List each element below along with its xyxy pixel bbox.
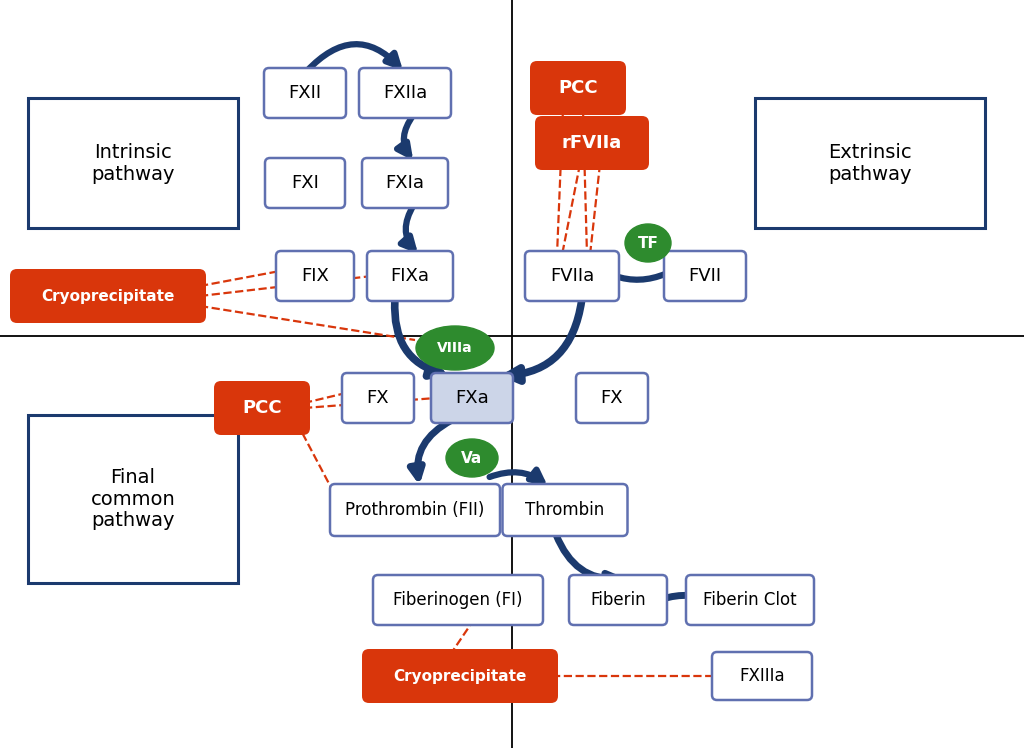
- FancyBboxPatch shape: [503, 484, 628, 536]
- Text: FX: FX: [367, 389, 389, 407]
- Text: Final
common
pathway: Final common pathway: [91, 468, 175, 530]
- FancyBboxPatch shape: [359, 68, 451, 118]
- Text: FX: FX: [601, 389, 624, 407]
- Text: FXII: FXII: [289, 84, 322, 102]
- FancyArrowPatch shape: [394, 301, 441, 376]
- FancyBboxPatch shape: [276, 251, 354, 301]
- FancyArrowPatch shape: [400, 206, 414, 249]
- FancyArrowPatch shape: [556, 535, 617, 586]
- FancyBboxPatch shape: [664, 251, 746, 301]
- FancyBboxPatch shape: [264, 68, 346, 118]
- FancyArrowPatch shape: [489, 470, 543, 482]
- Text: FXIa: FXIa: [385, 174, 425, 192]
- Text: rFVIIa: rFVIIa: [562, 134, 623, 152]
- FancyBboxPatch shape: [577, 373, 648, 423]
- Text: Extrinsic
pathway: Extrinsic pathway: [828, 143, 911, 183]
- FancyArrowPatch shape: [411, 420, 452, 478]
- Text: Cryoprecipitate: Cryoprecipitate: [393, 669, 526, 684]
- FancyBboxPatch shape: [535, 116, 649, 170]
- Text: PCC: PCC: [243, 399, 282, 417]
- Text: FXIIIa: FXIIIa: [739, 667, 784, 685]
- FancyBboxPatch shape: [367, 251, 453, 301]
- FancyBboxPatch shape: [362, 649, 558, 703]
- Text: Cryoprecipitate: Cryoprecipitate: [41, 289, 175, 304]
- Text: FIXa: FIXa: [390, 267, 429, 285]
- FancyBboxPatch shape: [330, 484, 500, 536]
- FancyArrowPatch shape: [590, 258, 693, 280]
- FancyBboxPatch shape: [525, 251, 618, 301]
- FancyArrowPatch shape: [397, 115, 414, 155]
- FancyArrowPatch shape: [508, 301, 582, 381]
- FancyBboxPatch shape: [569, 575, 667, 625]
- Text: FXI: FXI: [291, 174, 318, 192]
- Text: FIX: FIX: [301, 267, 329, 285]
- Text: Fiberinogen (FI): Fiberinogen (FI): [393, 591, 522, 609]
- FancyBboxPatch shape: [342, 373, 414, 423]
- FancyBboxPatch shape: [10, 269, 206, 323]
- Text: Thrombin: Thrombin: [525, 501, 604, 519]
- Ellipse shape: [416, 326, 494, 370]
- Text: FXa: FXa: [455, 389, 488, 407]
- Text: FVII: FVII: [688, 267, 722, 285]
- FancyBboxPatch shape: [431, 373, 513, 423]
- Text: VIIIa: VIIIa: [437, 341, 473, 355]
- Text: TF: TF: [638, 236, 658, 251]
- Text: FXIIa: FXIIa: [383, 84, 427, 102]
- FancyArrowPatch shape: [626, 595, 736, 619]
- FancyBboxPatch shape: [712, 652, 812, 700]
- Text: Fiberin: Fiberin: [590, 591, 646, 609]
- Text: FVIIa: FVIIa: [550, 267, 594, 285]
- Text: Fiberin Clot: Fiberin Clot: [703, 591, 797, 609]
- FancyBboxPatch shape: [28, 98, 238, 228]
- FancyBboxPatch shape: [686, 575, 814, 625]
- FancyBboxPatch shape: [265, 158, 345, 208]
- Ellipse shape: [625, 224, 671, 262]
- FancyBboxPatch shape: [530, 61, 626, 115]
- Text: PCC: PCC: [558, 79, 598, 97]
- FancyArrowPatch shape: [307, 44, 398, 71]
- FancyBboxPatch shape: [214, 381, 310, 435]
- FancyBboxPatch shape: [362, 158, 449, 208]
- Text: Va: Va: [462, 450, 482, 465]
- FancyBboxPatch shape: [373, 575, 543, 625]
- FancyBboxPatch shape: [755, 98, 985, 228]
- Ellipse shape: [446, 439, 498, 477]
- FancyBboxPatch shape: [28, 415, 238, 583]
- Text: Prothrombin (FII): Prothrombin (FII): [345, 501, 484, 519]
- Text: Intrinsic
pathway: Intrinsic pathway: [91, 143, 175, 183]
